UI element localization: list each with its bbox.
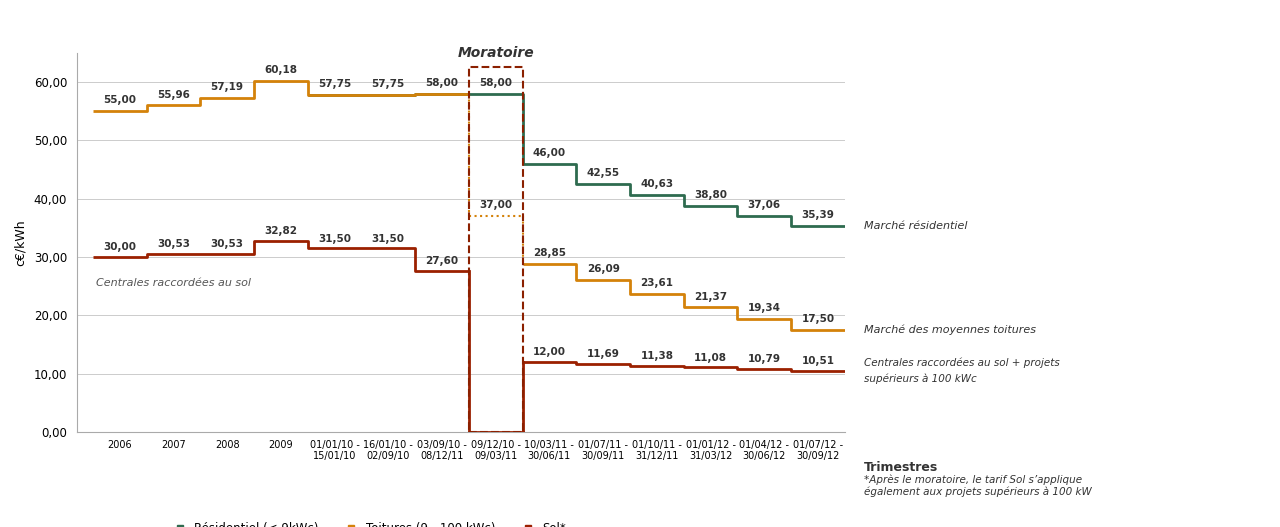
Text: 38,80: 38,80 [694,190,727,200]
Text: 30,00: 30,00 [104,242,136,252]
Text: 10,79: 10,79 [748,355,781,365]
Text: 37,00: 37,00 [479,200,512,210]
Text: *Après le moratoire, le tarif Sol s’applique
également aux projets supérieurs à : *Après le moratoire, le tarif Sol s’appl… [864,474,1092,497]
Text: 31,50: 31,50 [371,233,404,243]
Text: 23,61: 23,61 [640,278,673,288]
Text: 60,18: 60,18 [265,65,297,75]
Text: Marché résidentiel: Marché résidentiel [864,221,968,230]
Text: 35,39: 35,39 [801,210,835,220]
Text: 30,53: 30,53 [157,239,189,249]
Text: 11,69: 11,69 [586,349,620,359]
Text: 26,09: 26,09 [586,264,620,274]
Text: Marché des moyennes toitures: Marché des moyennes toitures [864,325,1036,335]
Text: 37,06: 37,06 [748,200,781,210]
Text: 58,00: 58,00 [425,77,458,87]
Y-axis label: c€/kWh: c€/kWh [14,219,27,266]
Text: 11,08: 11,08 [694,353,727,363]
Text: 21,37: 21,37 [694,291,727,301]
Text: 57,75: 57,75 [371,79,404,89]
Text: 17,50: 17,50 [801,314,835,324]
Text: supérieurs à 100 kWc: supérieurs à 100 kWc [864,374,977,384]
Text: 40,63: 40,63 [640,179,673,189]
Text: 58,00: 58,00 [479,77,512,87]
Legend: Résidentiel (< 9kWc), Toitures (9 - 100 kWc), Sol*: Résidentiel (< 9kWc), Toitures (9 - 100 … [166,518,571,527]
Text: 55,96: 55,96 [157,90,189,100]
Text: 28,85: 28,85 [532,248,566,258]
Text: 57,75: 57,75 [317,79,351,89]
Text: Moratoire: Moratoire [457,46,534,60]
Text: 46,00: 46,00 [532,148,566,158]
Text: Centrales raccordées au sol: Centrales raccordées au sol [96,278,251,288]
Text: 30,53: 30,53 [211,239,243,249]
Bar [468,67,522,432]
Text: 19,34: 19,34 [748,304,781,314]
Text: 55,00: 55,00 [104,95,136,105]
Text: 12,00: 12,00 [532,347,566,357]
Text: Trimestres: Trimestres [864,461,938,474]
Text: 27,60: 27,60 [425,256,458,266]
Text: 10,51: 10,51 [801,356,835,366]
Text: 57,19: 57,19 [211,82,243,92]
Text: Centrales raccordées au sol + projets: Centrales raccordées au sol + projets [864,358,1060,368]
Text: 31,50: 31,50 [319,233,351,243]
Text: 42,55: 42,55 [586,168,620,178]
Text: 11,38: 11,38 [640,351,673,361]
Text: 32,82: 32,82 [265,226,297,236]
